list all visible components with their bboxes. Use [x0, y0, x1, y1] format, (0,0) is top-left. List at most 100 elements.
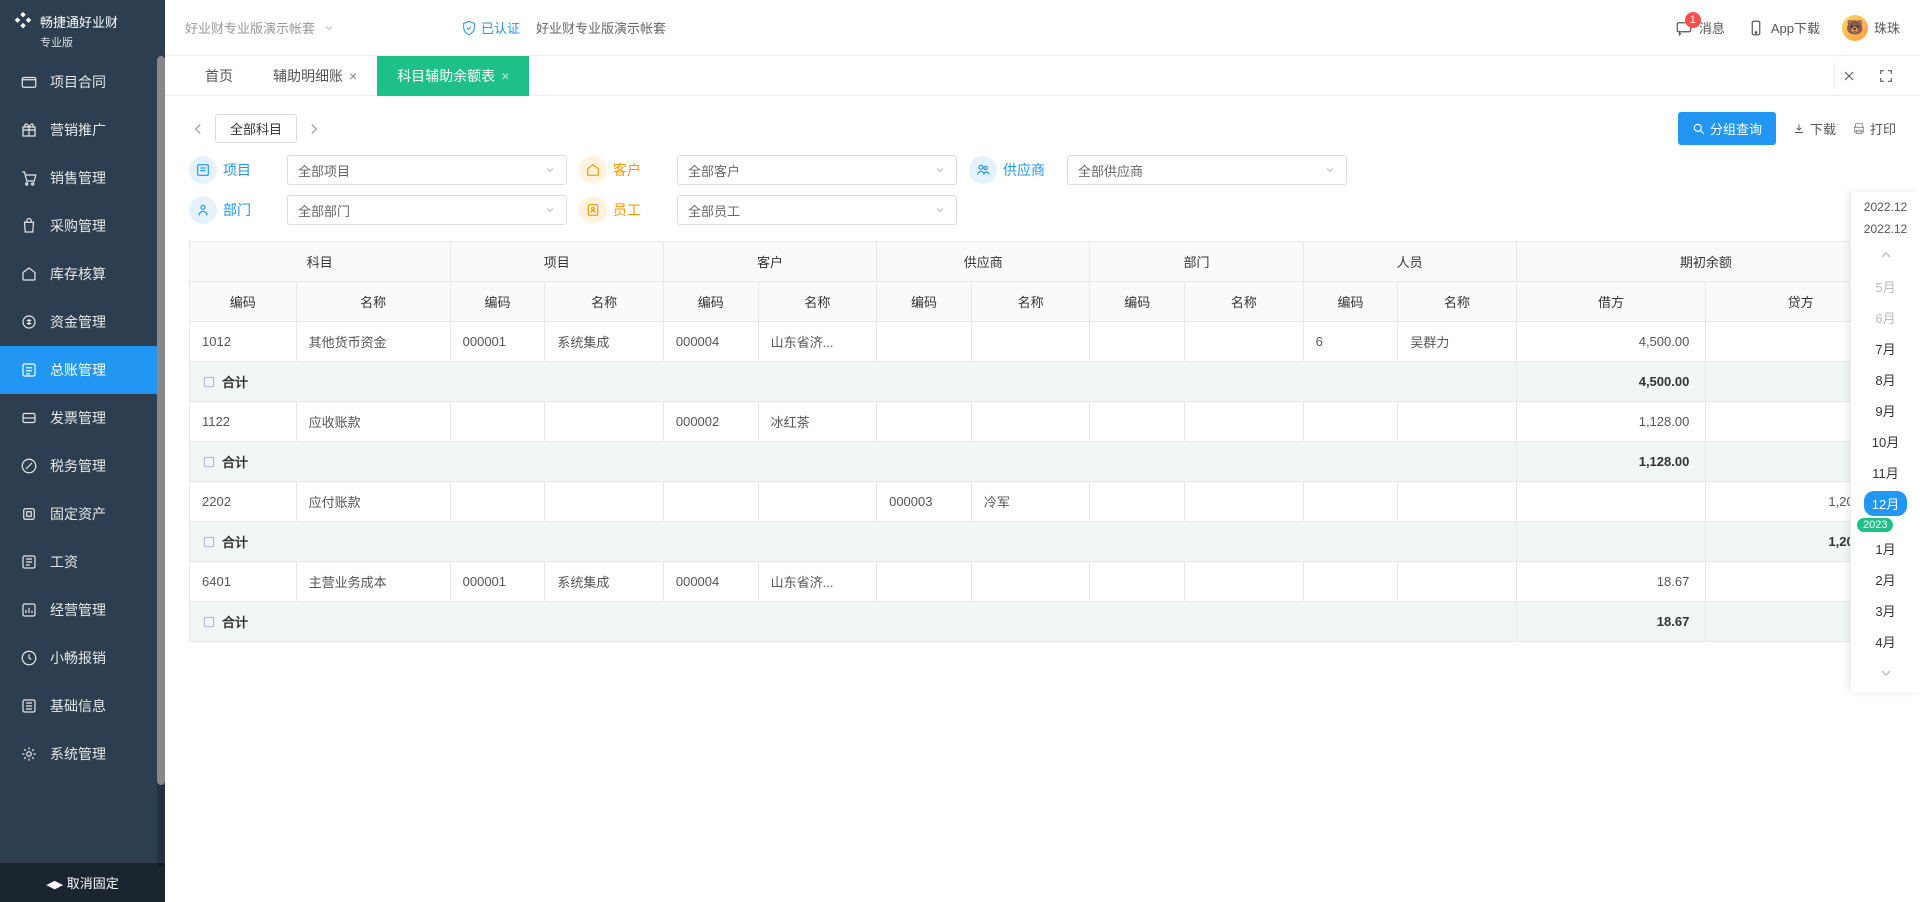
period-item[interactable]: 8月 [1867, 367, 1903, 392]
table-cell: 山东省济... [758, 322, 876, 362]
period-to[interactable]: 2022.12 [1864, 218, 1907, 240]
nav-item-0[interactable]: 项目合同 [0, 58, 165, 106]
nav-item-4[interactable]: 库存核算 [0, 250, 165, 298]
print-icon [1852, 122, 1866, 136]
table-row[interactable]: 6401主营业务成本000001系统集成000004山东省济...18.67 [190, 562, 1896, 602]
period-item[interactable]: 7月 [1867, 336, 1903, 361]
cart-icon [20, 169, 38, 187]
nav-item-13[interactable]: 基础信息 [0, 682, 165, 730]
filter-employee-select[interactable]: 全部员工 [677, 195, 957, 225]
nav-item-7[interactable]: 发票管理 [0, 394, 165, 442]
nav-item-5[interactable]: 资金管理 [0, 298, 165, 346]
nav-label: 总账管理 [50, 360, 106, 380]
group-header: 部门 [1090, 242, 1303, 282]
ticket-icon [20, 409, 38, 427]
sub-header: 名称 [1398, 282, 1516, 322]
fullscreen-button[interactable] [1872, 62, 1900, 90]
account-select[interactable]: 好业财专业版演示帐套 [185, 18, 445, 37]
period-item[interactable]: 6月 [1867, 305, 1903, 330]
sub-header: 编码 [1303, 282, 1398, 322]
period-item[interactable]: 1月 [1867, 536, 1903, 561]
breadcrumb-back-icon[interactable] [189, 120, 207, 138]
tab-0[interactable]: 首页 [185, 56, 253, 96]
tab-close-icon[interactable]: × [349, 68, 357, 84]
tab-close-icon[interactable]: × [501, 68, 509, 84]
folder-icon [20, 73, 38, 91]
breadcrumb: 全部科目 [189, 114, 323, 143]
app-download-label: App下载 [1771, 18, 1820, 37]
project-icon [195, 162, 211, 178]
tab-label: 科目辅助余额表 [397, 66, 495, 86]
customer-icon [585, 162, 601, 178]
table-cell: 吴群力 [1398, 322, 1516, 362]
sub-header: 名称 [758, 282, 876, 322]
filter-supplier-select[interactable]: 全部供应商 [1067, 155, 1347, 185]
table-row[interactable]: 1012其他货币资金000001系统集成000004山东省济...6吴群力4,5… [190, 322, 1896, 362]
tab-2[interactable]: 科目辅助余额表 × [377, 56, 529, 96]
period-item[interactable]: 5月 [1867, 274, 1903, 299]
period-item[interactable]: 9月 [1867, 398, 1903, 423]
nav-item-8[interactable]: 税务管理 [0, 442, 165, 490]
breadcrumb-current[interactable]: 全部科目 [215, 114, 297, 143]
table-cell: 000002 [663, 402, 758, 442]
nav-item-14[interactable]: 系统管理 [0, 730, 165, 778]
period-item[interactable]: 4月 [1867, 629, 1903, 654]
period-item[interactable]: 3月 [1867, 598, 1903, 623]
account-name: 好业财专业版演示帐套 [536, 18, 666, 37]
period-item[interactable]: 10月 [1864, 429, 1907, 454]
table-cell: 其他货币资金 [296, 322, 450, 362]
sub-header: 编码 [877, 282, 972, 322]
nav-item-1[interactable]: 营销推广 [0, 106, 165, 154]
period-from[interactable]: 2022.12 [1864, 196, 1907, 218]
nav-label: 工资 [50, 552, 78, 572]
close-tabs-button[interactable] [1834, 62, 1862, 90]
nav-item-10[interactable]: 工资 [0, 538, 165, 586]
settings-icon [20, 745, 38, 763]
message-button[interactable]: 1 消息 [1675, 18, 1725, 37]
table-row[interactable]: 1122应收账款000002冰红茶1,128.00 [190, 402, 1896, 442]
nav-label: 项目合同 [50, 72, 106, 92]
period-item[interactable]: 11月 [1864, 460, 1907, 485]
filter-customer-select[interactable]: 全部客户 [677, 155, 957, 185]
tab-1[interactable]: 辅助明细账× [253, 56, 377, 96]
period-scroll-up[interactable] [1875, 244, 1897, 266]
subtotal-row: 合计1,200.00 [190, 522, 1896, 562]
nav-item-3[interactable]: 采购管理 [0, 202, 165, 250]
employee-icon [585, 202, 601, 218]
breadcrumb-forward-icon[interactable] [305, 120, 323, 138]
message-label: 消息 [1699, 18, 1725, 37]
message-badge: 1 [1685, 12, 1701, 28]
sub-header: 名称 [1185, 282, 1303, 322]
app-download-button[interactable]: App下载 [1747, 18, 1820, 37]
table-row[interactable]: 2202应付账款000003冷军1,200.00 [190, 482, 1896, 522]
download-icon [1792, 122, 1806, 136]
filter-department-select[interactable]: 全部部门 [287, 195, 567, 225]
nav-item-2[interactable]: 销售管理 [0, 154, 165, 202]
print-button[interactable]: 打印 [1852, 119, 1896, 138]
nav-item-12[interactable]: 小畅报销 [0, 634, 165, 682]
table-cell [1185, 402, 1303, 442]
logo-icon [12, 10, 34, 32]
nav-item-9[interactable]: 固定资产 [0, 490, 165, 538]
table-cell [663, 482, 758, 522]
salary-icon [20, 553, 38, 571]
download-button[interactable]: 下载 [1792, 119, 1836, 138]
filter-project-select[interactable]: 全部项目 [287, 155, 567, 185]
table-cell [1185, 482, 1303, 522]
group-query-button[interactable]: 分组查询 [1678, 112, 1776, 145]
unpin-button[interactable]: ◀▶ 取消固定 [0, 863, 165, 902]
nav-item-6[interactable]: 总账管理 [0, 346, 165, 394]
table-cell [1090, 562, 1185, 602]
chevron-down-icon [323, 22, 335, 34]
year-badge: 2023 [1857, 518, 1893, 532]
group-header: 期初余额 [1516, 242, 1895, 282]
period-item[interactable]: 12月 [1864, 491, 1907, 516]
table-cell [450, 402, 545, 442]
nav-item-11[interactable]: 经营管理 [0, 586, 165, 634]
period-scroll-down[interactable] [1875, 662, 1897, 684]
gift-icon [20, 121, 38, 139]
sidebar-scrollbar[interactable] [157, 56, 165, 866]
user-menu[interactable]: 🐻 珠珠 [1842, 15, 1900, 41]
group-header: 科目 [190, 242, 451, 282]
period-item[interactable]: 2月 [1867, 567, 1903, 592]
